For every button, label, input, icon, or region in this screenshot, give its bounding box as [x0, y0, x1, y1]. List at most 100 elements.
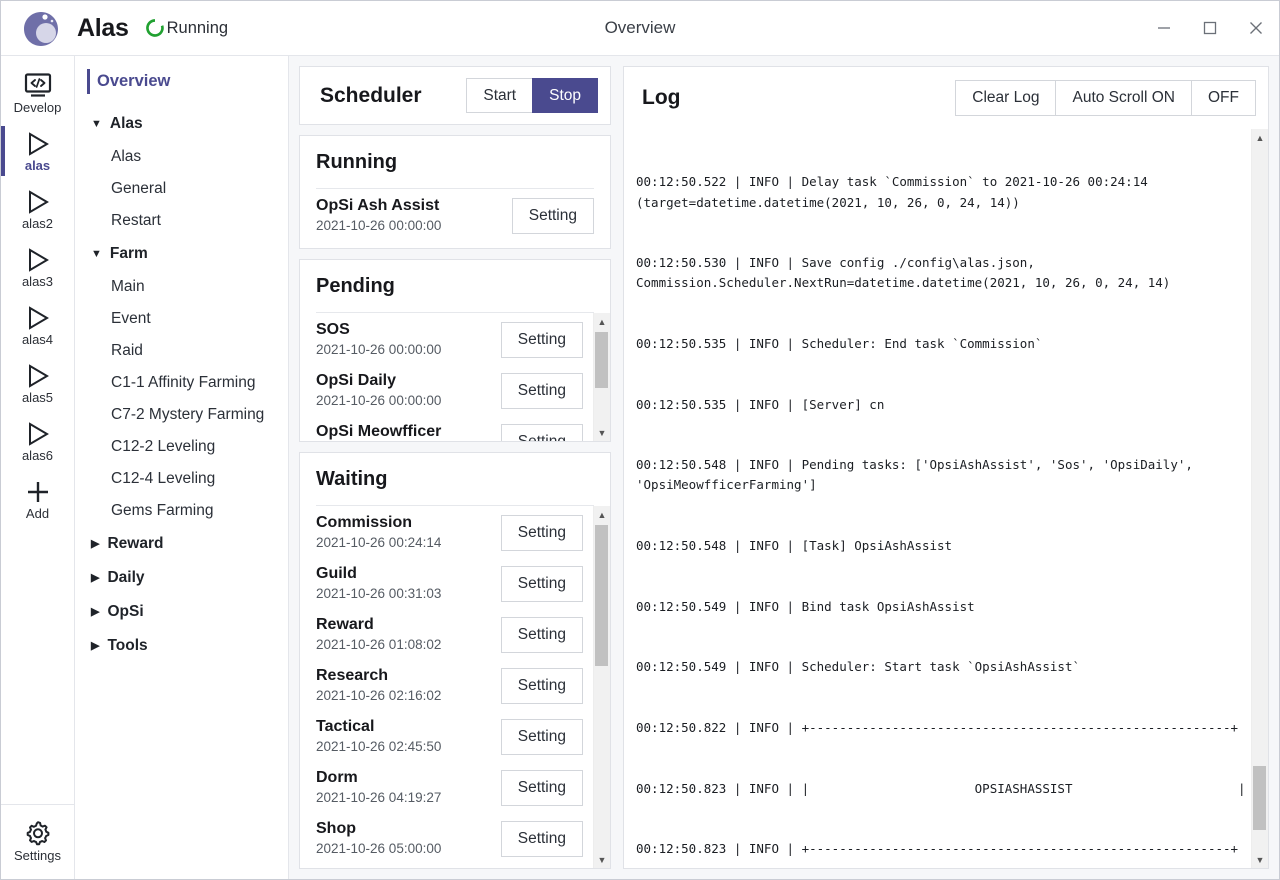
nav-item-c7-2-mystery-farming[interactable]: C7-2 Mystery Farming — [111, 406, 265, 423]
task-setting-button[interactable]: Setting — [500, 770, 583, 806]
main-content: Scheduler Start Stop Running — [289, 56, 1279, 879]
scheduler-stop-button[interactable]: Stop — [532, 77, 598, 114]
task-setting-button[interactable]: Setting — [500, 373, 583, 409]
rail-item-add[interactable]: Add — [1, 470, 75, 528]
nav-item-c12-4-leveling[interactable]: C12-4 Leveling — [111, 470, 216, 487]
running-title: Running — [316, 150, 398, 173]
task-name: SOS — [316, 321, 350, 339]
log-output[interactable]: 00:12:50.522 | INFO | Delay task `Commis… — [624, 129, 1251, 868]
task-info: OpSi Meowfficer Farming 2021-10-26 00:00… — [316, 422, 501, 441]
task-setting-button[interactable]: Setting — [500, 668, 583, 704]
nav-item-c12-2-leveling[interactable]: C12-2 Leveling — [111, 438, 216, 455]
scroll-down-arrow-icon[interactable]: ▼ — [597, 427, 607, 438]
task-time: 2021-10-26 00:31:03 — [316, 586, 442, 602]
log-scrollbar[interactable]: ▲ ▼ — [1251, 129, 1268, 868]
nav-item-gems-farming[interactable]: Gems Farming — [111, 502, 214, 519]
auto-scroll-on-button[interactable]: Auto Scroll ON — [1055, 80, 1192, 116]
scrollbar-track[interactable] — [594, 523, 611, 851]
task-setting-button[interactable]: Setting — [500, 515, 583, 551]
nav-tree: Overview ▼ Alas Alas General Restart ▼ F… — [75, 56, 289, 879]
minimize-button[interactable] — [1141, 1, 1187, 55]
task-row: Commission 2021-10-26 00:24:14 Setting — [316, 506, 583, 557]
task-info: Commission 2021-10-26 00:24:14 — [316, 513, 501, 551]
nav-item-c1-1-affinity-farming[interactable]: C1-1 Affinity Farming — [111, 374, 256, 391]
task-row: SOS 2021-10-26 00:00:00 Setting — [316, 313, 583, 364]
nav-item-event[interactable]: Event — [111, 310, 151, 327]
task-setting-button[interactable]: Setting — [500, 424, 583, 442]
log-line: 00:12:50.535 | INFO | Scheduler: End tas… — [636, 336, 1043, 352]
scrollbar-thumb[interactable] — [594, 332, 608, 389]
log-header: Log Clear Log Auto Scroll ON OFF — [624, 67, 1268, 129]
rail-item-label: alas — [24, 157, 51, 173]
rail-item-settings[interactable]: Settings — [1, 811, 75, 869]
nav-item-alas[interactable]: Alas — [111, 148, 142, 165]
scrollbar-thumb[interactable] — [1252, 766, 1266, 830]
rail-item-develop[interactable]: Develop — [1, 64, 75, 122]
task-setting-button[interactable]: Setting — [500, 322, 583, 358]
task-info: SOS 2021-10-26 00:00:00 — [316, 320, 501, 358]
nav-group-farm[interactable]: ▼ Farm — [75, 237, 288, 271]
nav-group-opsi[interactable]: ▶ OpSi — [75, 595, 288, 629]
rail-bottom: Settings — [0, 804, 75, 879]
scroll-up-arrow-icon[interactable]: ▲ — [1255, 132, 1265, 143]
nav-group-alas[interactable]: ▼ Alas — [75, 107, 288, 141]
plus-icon — [27, 481, 48, 502]
rail-item-alas[interactable]: alas — [0, 122, 75, 180]
task-setting-button[interactable]: Setting — [500, 617, 583, 653]
instance-rail: Develop alas alas2 alas3 — [0, 56, 75, 879]
scroll-down-arrow-icon[interactable]: ▼ — [597, 854, 607, 865]
task-info: Shop 2021-10-26 05:00:00 — [316, 819, 501, 857]
scrollbar-track[interactable] — [594, 330, 611, 424]
nav-item-restart[interactable]: Restart — [111, 212, 161, 229]
scheduler-card: Scheduler Start Stop — [299, 66, 611, 125]
scroll-down-arrow-icon[interactable]: ▼ — [1255, 854, 1265, 865]
scheduler-header: Scheduler Start Stop — [320, 67, 598, 124]
task-row: Dorm 2021-10-26 04:19:27 Setting — [316, 761, 583, 812]
task-column: Scheduler Start Stop Running — [299, 66, 611, 869]
task-setting-button[interactable]: Setting — [500, 821, 583, 858]
log-line: 00:12:50.548 | INFO | [Task] OpsiAshAssi… — [636, 538, 953, 554]
task-setting-button[interactable]: Setting — [500, 719, 583, 755]
task-setting-button[interactable]: Setting — [511, 198, 594, 234]
window-controls — [1141, 1, 1279, 55]
log-card: Log Clear Log Auto Scroll ON OFF 00:12:5… — [623, 66, 1269, 869]
task-setting-button[interactable]: Setting — [500, 566, 583, 602]
nav-item-main[interactable]: Main — [111, 278, 145, 295]
rail-item-alas2[interactable]: alas2 — [1, 180, 75, 238]
window-body: Develop alas alas2 alas3 — [0, 56, 1279, 879]
rail-item-alas3[interactable]: alas3 — [1, 238, 75, 296]
rail-item-alas4[interactable]: alas4 — [1, 296, 75, 354]
auto-scroll-off-button[interactable]: OFF — [1191, 80, 1256, 116]
nav-group-label: Daily — [107, 569, 145, 586]
caret-right-icon: ▶ — [91, 537, 100, 550]
nav-item-raid[interactable]: Raid — [111, 342, 143, 359]
minimize-icon — [1158, 27, 1170, 29]
maximize-button[interactable] — [1187, 1, 1233, 55]
nav-item-overview[interactable]: Overview — [75, 66, 288, 97]
scheduler-start-button[interactable]: Start — [466, 77, 534, 114]
rail-item-alas5[interactable]: alas5 — [1, 354, 75, 412]
clear-log-button[interactable]: Clear Log — [955, 80, 1057, 116]
scroll-up-arrow-icon[interactable]: ▲ — [597, 316, 607, 327]
close-button[interactable] — [1233, 1, 1279, 55]
scroll-up-arrow-icon[interactable]: ▲ — [597, 509, 607, 520]
scrollbar-track[interactable] — [1252, 146, 1269, 851]
task-info: Dorm 2021-10-26 04:19:27 — [316, 768, 501, 806]
nav-group-reward[interactable]: ▶ Reward — [75, 527, 288, 561]
rail-item-alas6[interactable]: alas6 — [1, 412, 75, 470]
nav-group-tools[interactable]: ▶ Tools — [75, 629, 288, 663]
scheduler-actions: Start Stop — [466, 77, 598, 114]
divider — [316, 505, 594, 507]
caret-right-icon: ▶ — [91, 571, 100, 584]
waiting-scrollbar[interactable]: ▲ ▼ — [593, 506, 610, 868]
scrollbar-thumb[interactable] — [594, 525, 608, 667]
task-name: Reward — [316, 616, 374, 634]
task-info: OpSi Ash Assist 2021-10-26 00:00:00 — [316, 196, 512, 234]
nav-item-general[interactable]: General — [111, 180, 167, 197]
play-icon — [28, 189, 49, 214]
nav-group-daily[interactable]: ▶ Daily — [75, 561, 288, 595]
caret-right-icon: ▶ — [91, 639, 100, 652]
waiting-list: Commission 2021-10-26 00:24:14 Setting G… — [300, 506, 610, 868]
task-time: 2021-10-26 00:00:00 — [316, 342, 442, 358]
pending-scrollbar[interactable]: ▲ ▼ — [593, 313, 611, 442]
